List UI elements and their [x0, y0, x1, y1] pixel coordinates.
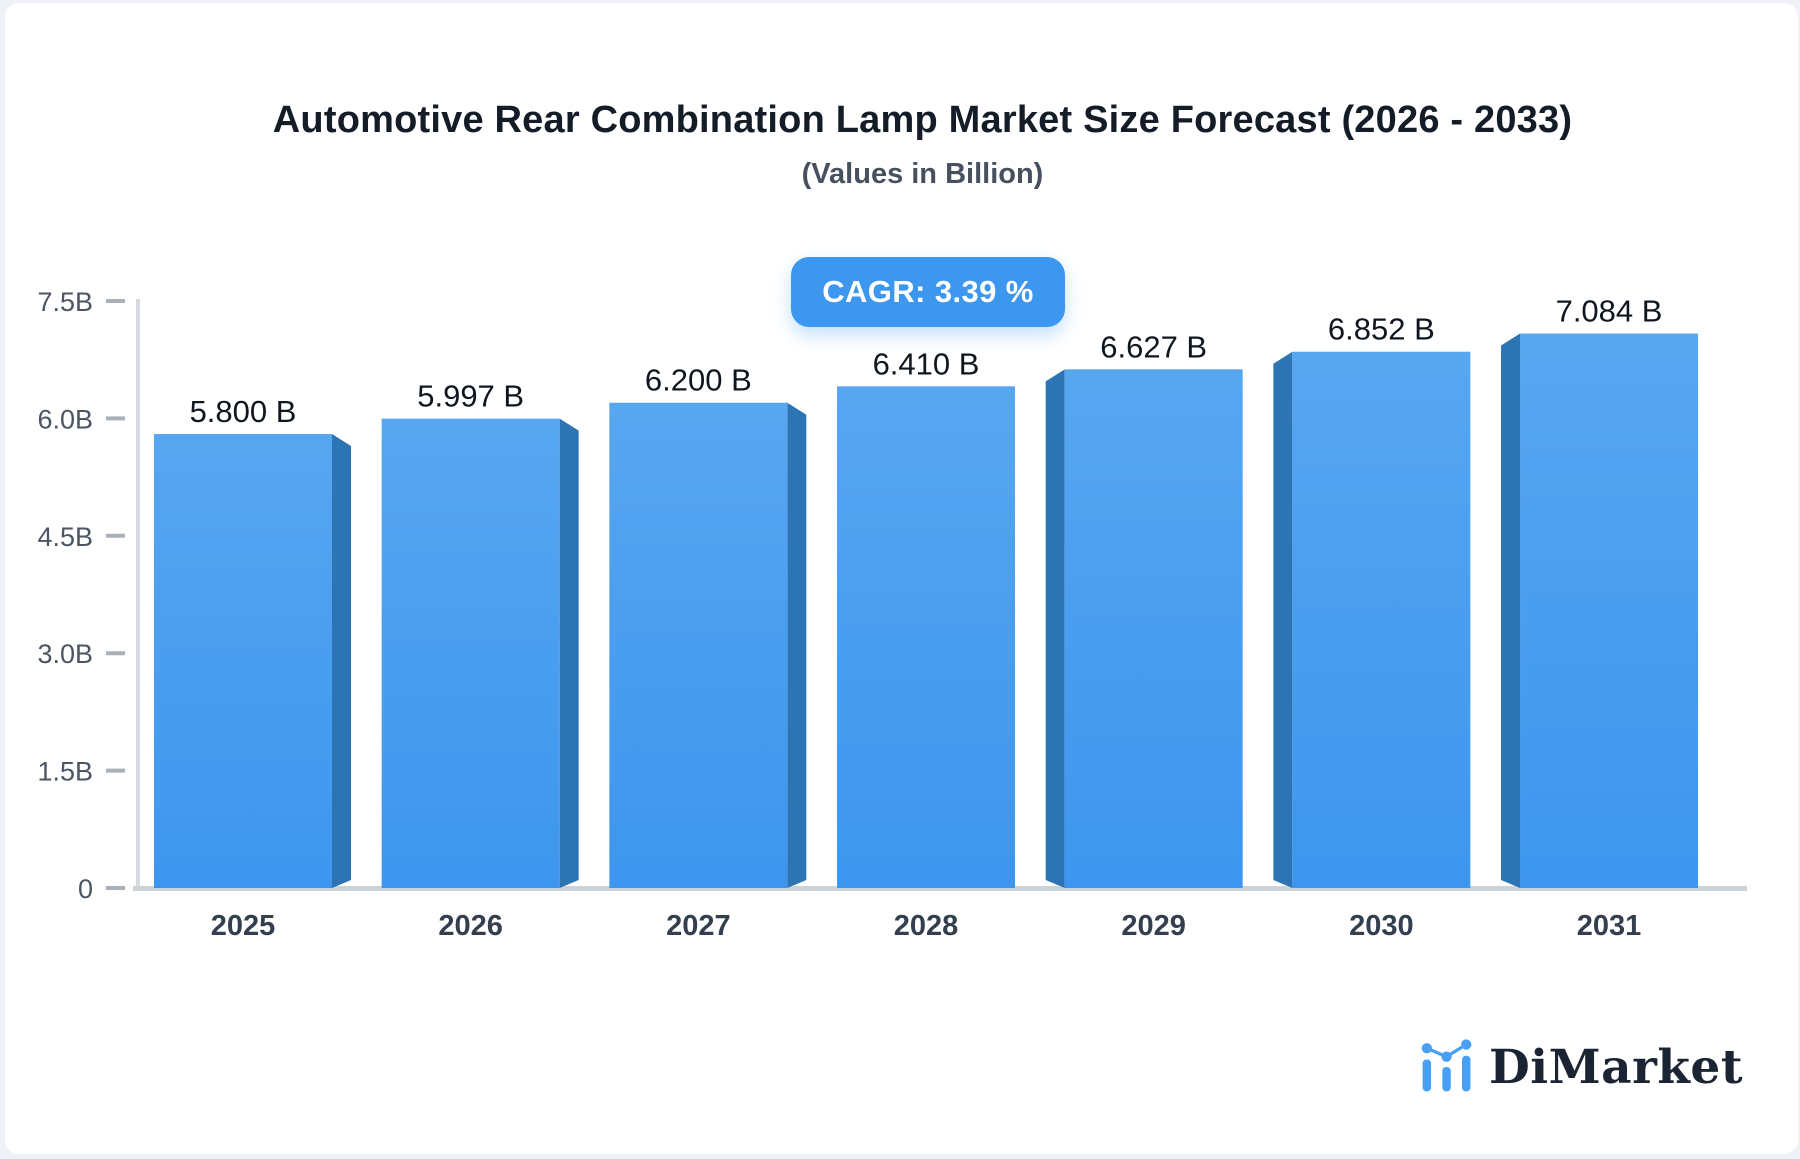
y-axis-line — [136, 299, 140, 888]
x-axis-label-2028: 2028 — [894, 910, 959, 942]
bar-2027 — [609, 402, 788, 888]
chart-subtitle: (Values in Billion) — [801, 158, 1044, 190]
bar-value-label-2027: 6.200 B — [645, 363, 752, 398]
brand-logo-text: DiMarket — [1489, 1039, 1744, 1095]
bar-2028 — [837, 386, 1016, 888]
bar-value-label-2030: 6.852 B — [1328, 312, 1435, 347]
y-tick-label-1.5B: 1.5B — [37, 757, 93, 787]
x-axis-line — [133, 886, 1747, 891]
chart-title: Automotive Rear Combination Lamp Market … — [272, 99, 1573, 141]
bar-2029 — [1064, 369, 1243, 889]
cagr-badge-label: CAGR: 3.39 % — [822, 274, 1034, 309]
y-tick-label-3.0B: 3.0B — [37, 639, 93, 669]
bar-chart-trend-icon — [1421, 1039, 1472, 1092]
bar-2025 — [154, 434, 332, 888]
y-tick-label-7.5B: 7.5B — [37, 287, 93, 317]
cagr-badge: CAGR: 3.39 % — [791, 257, 1065, 327]
x-axis-label-2029: 2029 — [1121, 910, 1186, 942]
bar-side-2031 — [1501, 333, 1521, 888]
bar-value-label-2029: 6.627 B — [1100, 329, 1207, 364]
y-tick-label-0: 0 — [78, 874, 93, 904]
bar-side-2025 — [332, 434, 351, 888]
bar-value-label-2028: 6.410 B — [873, 346, 980, 381]
y-tick-label-6.0B: 6.0B — [37, 404, 93, 434]
x-axis-label-2031: 2031 — [1577, 910, 1642, 942]
bar-value-label-2031: 7.084 B — [1556, 294, 1663, 329]
x-axis-label-2030: 2030 — [1349, 910, 1414, 942]
chart-card: Automotive Rear Combination Lamp Market … — [5, 3, 1798, 1154]
bar-side-2030 — [1273, 351, 1293, 888]
bar-value-label-2025: 5.800 B — [190, 394, 297, 429]
x-axis-label-2027: 2027 — [666, 910, 731, 942]
chart-header: Automotive Rear Combination Lamp Market … — [47, 3, 1798, 191]
brand-logo: DiMarket — [1417, 1031, 1743, 1103]
bar-2026 — [381, 418, 560, 888]
bar-chart: 7.5B 6.0B 4.5B 3.0B 1.5B 0 5.800 B 2025 5.997 B 2… — [37, 287, 1747, 942]
bar-2030 — [1292, 351, 1471, 888]
x-axis-label-2025: 2025 — [211, 910, 276, 942]
bar-side-2027 — [787, 402, 807, 888]
x-axis-label-2026: 2026 — [438, 910, 503, 942]
bar-side-2029 — [1045, 369, 1065, 889]
bar-value-label-2026: 5.997 B — [417, 379, 524, 414]
bar-side-2026 — [559, 418, 579, 888]
bar-2031 — [1520, 333, 1699, 888]
y-tick-label-4.5B: 4.5B — [37, 522, 93, 552]
